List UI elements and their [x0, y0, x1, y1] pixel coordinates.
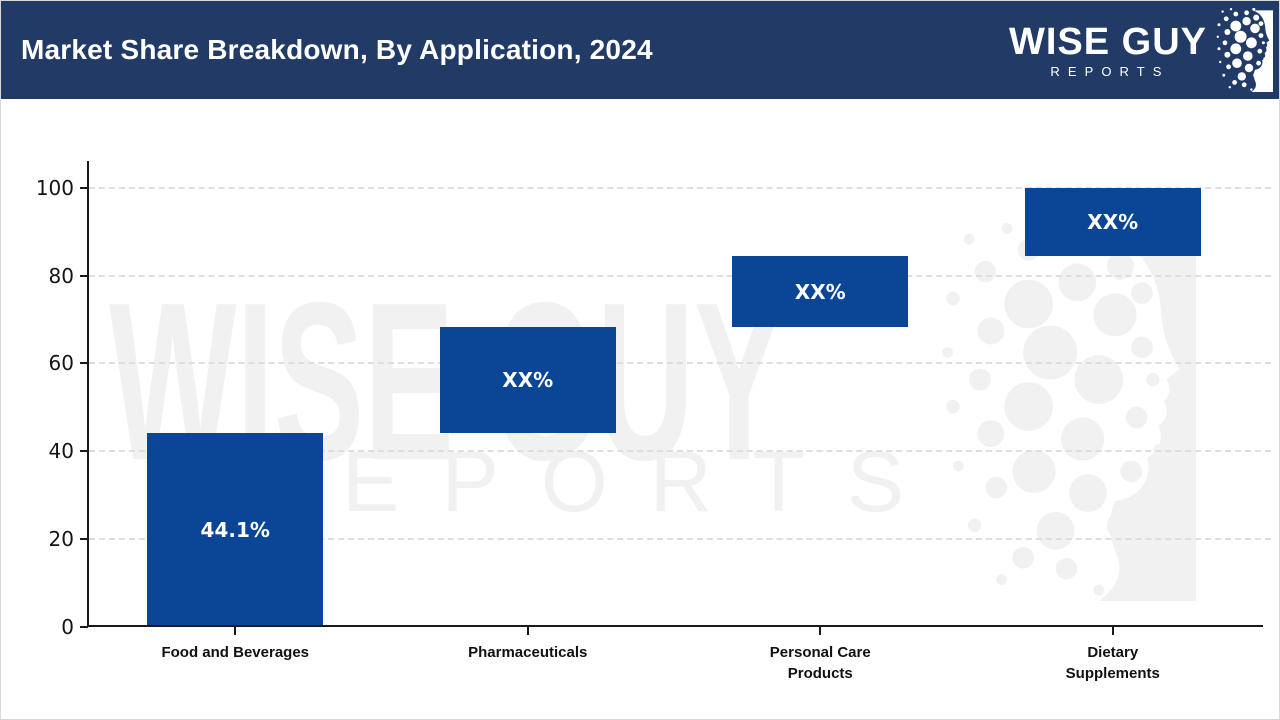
- x-category-label-line: Pharmaceuticals: [468, 644, 588, 661]
- x-tick-mark: [234, 627, 237, 635]
- bar-value-label: XX%: [794, 279, 846, 304]
- x-category-label: Dietary Supplements: [963, 642, 1263, 684]
- bar-value-label: XX%: [502, 368, 554, 393]
- gridline-80: [89, 274, 1271, 277]
- logo-subtext: REPORTS: [1050, 63, 1170, 79]
- wiseguy-logo: WISE GUY REPORTS: [1009, 1, 1273, 99]
- header: Market Share Breakdown, By Application, …: [1, 1, 1279, 99]
- watermark-subtext: REPORTS: [238, 434, 947, 530]
- bar-3: XX%: [732, 256, 909, 328]
- x-tick-mark: [526, 627, 529, 635]
- gridline-40: [89, 450, 1271, 453]
- x-category-label-line: Food and Beverages: [161, 644, 310, 661]
- gridline-60: [89, 362, 1271, 365]
- x-category-label-line: Supplements: [1065, 665, 1160, 682]
- bar-2: XX%: [439, 327, 616, 434]
- x-category-label: Food and Beverages: [85, 642, 385, 663]
- y-tick-label: 60: [48, 351, 74, 376]
- x-category-label: Pharmaceuticals: [378, 642, 678, 663]
- y-tick-mark: [80, 626, 88, 628]
- y-tick-mark: [80, 362, 88, 365]
- y-tick-mark: [80, 450, 88, 453]
- y-tick-label: 80: [48, 263, 74, 288]
- x-category-label: Personal Care Products: [670, 642, 970, 684]
- gridline-20: [89, 538, 1271, 541]
- x-category-label-line: Dietary: [1087, 644, 1139, 661]
- x-category-label-line: Products: [787, 665, 853, 682]
- x-category-label-line: Personal Care: [769, 644, 871, 661]
- gridline-100: [89, 186, 1271, 189]
- bar-4: XX%: [1024, 187, 1201, 257]
- bar-value-label: 44.1%: [200, 518, 270, 543]
- bar-1: 44.1%: [147, 433, 324, 627]
- x-tick-mark: [1111, 627, 1114, 635]
- bar-value-label: XX%: [1087, 210, 1139, 235]
- logo-head-icon: [1216, 8, 1273, 92]
- y-tick-mark: [80, 538, 88, 541]
- y-tick-label: 20: [48, 527, 74, 552]
- y-tick-label: 100: [35, 175, 74, 200]
- x-tick-mark: [819, 627, 822, 635]
- x-axis: [87, 625, 1263, 627]
- logo-text: WISE GUY REPORTS: [1009, 23, 1207, 78]
- logo-wordmark: WISE GUY: [1008, 20, 1207, 63]
- y-tick-mark: [80, 186, 88, 189]
- watermark-head-icon: [942, 223, 1196, 601]
- y-tick-label: 0: [61, 615, 74, 639]
- chart-title: Market Share Breakdown, By Application, …: [21, 34, 653, 65]
- y-tick-mark: [80, 274, 88, 277]
- y-axis: [87, 161, 89, 627]
- y-tick-label: 40: [48, 439, 74, 464]
